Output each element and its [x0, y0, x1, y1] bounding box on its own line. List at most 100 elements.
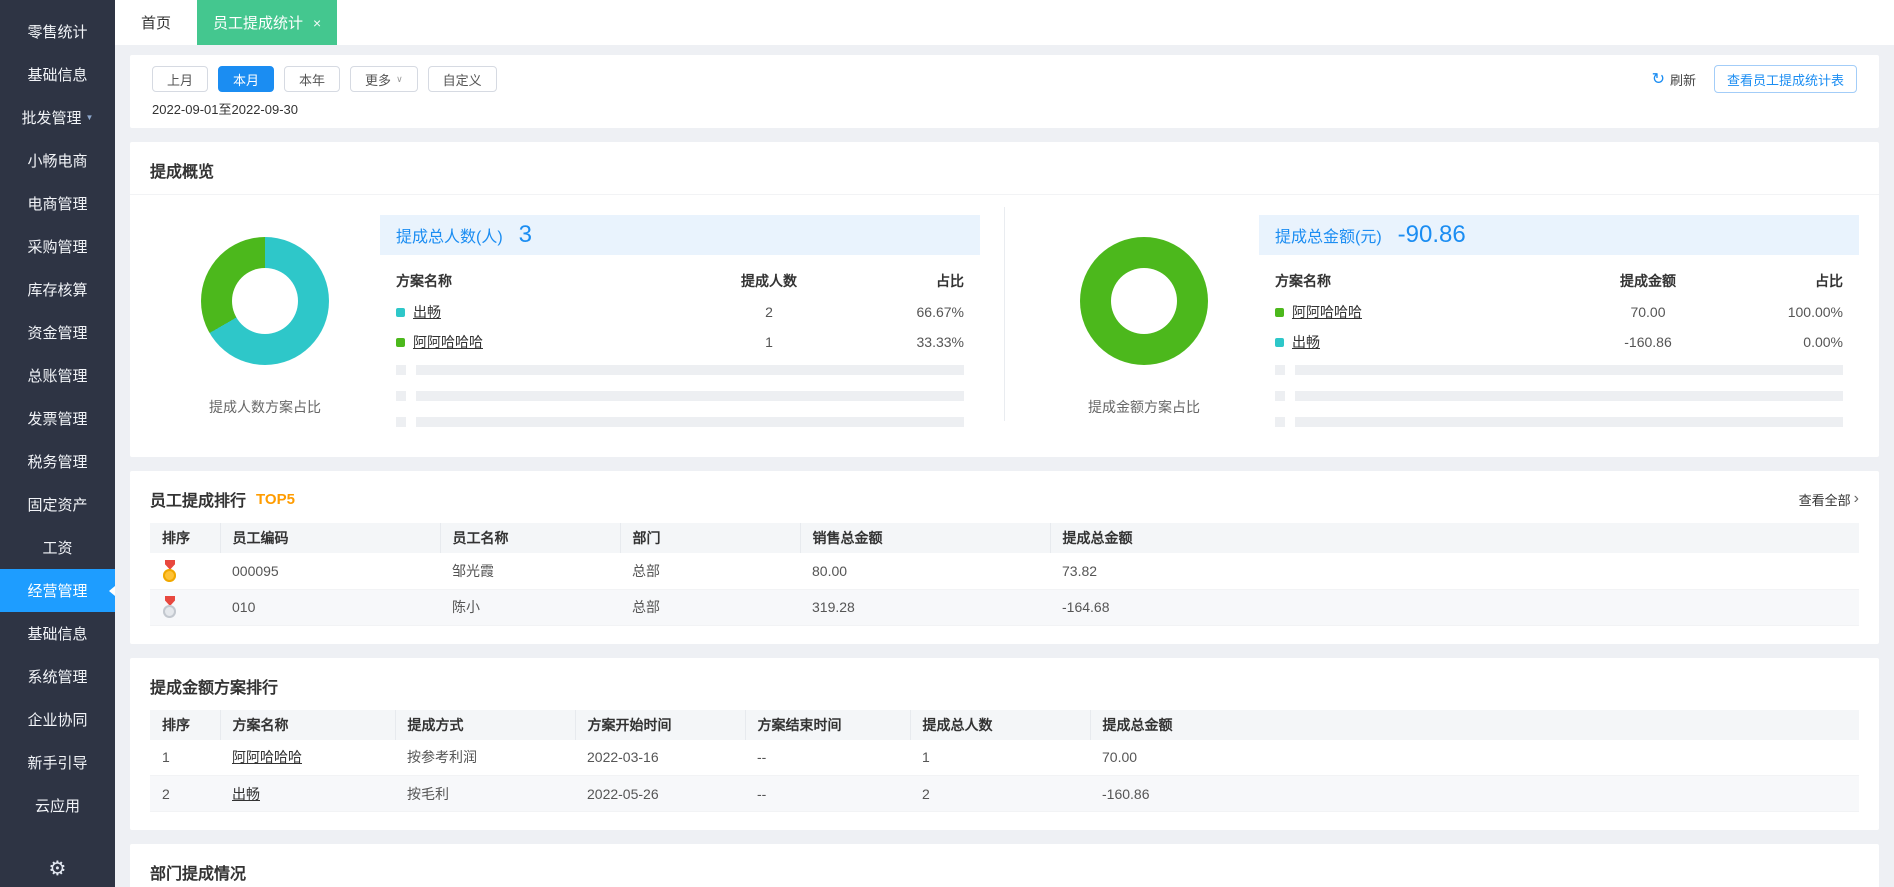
column-header: 提成总金额	[1090, 709, 1859, 740]
legend-row: 出畅 2 66.67%	[380, 297, 980, 327]
method-cell: 按参考利润	[395, 739, 575, 776]
sidebar-item-business-mgmt[interactable]: 经营管理	[0, 569, 115, 612]
skeleton-row	[380, 357, 980, 383]
gold-medal-icon	[162, 560, 178, 582]
column-header: 提成总人数	[910, 709, 1091, 740]
column-header: 提成人数	[741, 273, 797, 289]
employee-ranking-title: 员工提成排行	[150, 493, 247, 510]
chevron-down-icon: ∨	[396, 73, 403, 84]
green-legend-dot-icon	[396, 337, 405, 347]
sidebar: 零售统计 基础信息 批发管理 ▼ 小畅电商 电商管理 采购管理 库存核算 资金管…	[0, 0, 115, 887]
close-icon[interactable]: ×	[313, 14, 322, 31]
plan-ranking-card: 提成金额方案排行 排序 方案名称 提成方式 方案开始时间 方案结束时间 提成总人…	[130, 657, 1879, 830]
tab-employee-commission-stats[interactable]: 员工提成统计 ×	[197, 0, 338, 45]
skeleton-row	[1259, 409, 1859, 435]
sidebar-item-payroll[interactable]: 工资	[42, 540, 73, 557]
view-commission-table-button[interactable]: 查看员工提成统计表	[1713, 65, 1857, 93]
method-cell: 按毛利	[395, 775, 575, 812]
end-date-cell: --	[745, 775, 910, 812]
filter-custom-button[interactable]: 自定义	[427, 66, 497, 92]
plan-people-count: 1	[765, 334, 773, 350]
sidebar-item-inventory-accounting[interactable]: 库存核算	[27, 282, 88, 299]
sidebar-item-ecommerce-mgmt[interactable]: 电商管理	[27, 196, 88, 213]
people-table-header: 方案名称 提成人数 占比	[380, 271, 980, 291]
column-header: 方案名称	[1275, 273, 1331, 289]
table-row: 1 阿阿哈哈哈 按参考利润 2022-03-16 -- 1 70.00	[150, 739, 1859, 776]
people-overview: 提成人数方案占比 提成总人数(人) 3 方案名称 提成人数 占比	[150, 201, 980, 435]
sidebar-item-system-mgmt[interactable]: 系统管理	[27, 669, 88, 686]
settings-button[interactable]: ⚙	[0, 856, 115, 881]
employee-ranking-table: 排序 员工编码 员工名称 部门 销售总金额 提成总金额 000095 邹光霞	[150, 523, 1859, 626]
plan-link[interactable]: 阿阿哈哈哈	[1292, 304, 1362, 320]
people-donut-chart	[201, 237, 329, 365]
view-all-link[interactable]: 查看全部 ›	[1799, 490, 1859, 509]
filter-more-button[interactable]: 更多 ∨	[350, 66, 418, 92]
sidebar-item-tax-mgmt[interactable]: 税务管理	[27, 454, 88, 471]
plan-name-cell: 阿阿哈哈哈	[220, 739, 395, 776]
rank-cell	[150, 589, 220, 626]
column-header: 排序	[150, 523, 221, 553]
plan-amount: -160.86	[1624, 334, 1672, 350]
refresh-label: 刷新	[1669, 72, 1696, 88]
start-date-cell: 2022-03-16	[575, 739, 745, 776]
filter-more-label: 更多	[365, 72, 392, 88]
column-header: 占比	[936, 273, 964, 289]
plan-link[interactable]: 阿阿哈哈哈	[413, 334, 483, 350]
people-donut-label: 提成人数方案占比	[209, 399, 321, 415]
sidebar-item-general-ledger[interactable]: 总账管理	[27, 368, 88, 385]
column-header: 方案名称	[396, 273, 452, 289]
sidebar-item-enterprise-collab[interactable]: 企业协同	[27, 712, 88, 729]
employee-name-cell: 邹光霞	[440, 553, 620, 590]
view-all-label: 查看全部	[1798, 492, 1851, 508]
date-range-text: 2022-09-01至2022-09-30	[152, 102, 298, 117]
sidebar-item-xiaochang-ecommerce[interactable]: 小畅电商	[27, 153, 88, 170]
sidebar-item-funds-mgmt[interactable]: 资金管理	[27, 325, 88, 342]
column-header: 方案开始时间	[575, 709, 746, 740]
plan-ranking-title: 提成金额方案排行	[150, 679, 279, 697]
rank-cell: 1	[150, 739, 220, 776]
gear-icon: ⚙	[48, 858, 67, 880]
commission-total-cell: -164.68	[1050, 589, 1859, 626]
end-date-cell: --	[745, 739, 910, 776]
plan-link[interactable]: 阿阿哈哈哈	[232, 749, 302, 766]
plan-ranking-table: 排序 方案名称 提成方式 方案开始时间 方案结束时间 提成总人数 提成总金额 1	[150, 709, 1859, 812]
plan-link[interactable]: 出畅	[1292, 334, 1320, 350]
filter-this-year-button[interactable]: 本年	[284, 66, 341, 92]
sidebar-item-basic-info-2[interactable]: 基础信息	[27, 626, 88, 643]
sidebar-item-cloud-apps[interactable]: 云应用	[34, 798, 80, 815]
department-cell: 总部	[620, 553, 800, 590]
chevron-right-icon: ›	[1853, 490, 1859, 507]
tab-label: 员工提成统计	[213, 15, 304, 32]
sidebar-item-beginner-guide[interactable]: 新手引导	[27, 755, 88, 772]
plan-link[interactable]: 出畅	[413, 304, 441, 320]
legend-row: 阿阿哈哈哈 70.00 100.00%	[1259, 297, 1859, 327]
people-total-label: 提成总人数(人)	[396, 229, 503, 246]
plan-link[interactable]: 出畅	[232, 785, 260, 802]
sidebar-item-invoice-mgmt[interactable]: 发票管理	[27, 411, 88, 428]
page-content: 上月 本月 本年 更多 ∨ 自定义 ↻ 刷新 查看员工提成统计表 2022-09…	[115, 45, 1894, 887]
filter-this-month-button[interactable]: 本月	[218, 66, 275, 92]
column-header: 提成金额	[1620, 273, 1676, 289]
filter-last-month-button[interactable]: 上月	[152, 66, 209, 92]
amount-cell: -160.86	[1090, 775, 1859, 812]
table-header-row: 排序 方案名称 提成方式 方案开始时间 方案结束时间 提成总人数 提成总金额	[150, 709, 1859, 740]
sales-total-cell: 319.28	[800, 589, 1050, 626]
chevron-down-icon: ▼	[85, 113, 94, 122]
employee-name-cell: 陈小	[440, 589, 620, 626]
vertical-divider	[1004, 207, 1005, 421]
employee-code-cell: 000095	[220, 553, 440, 590]
sidebar-item-basic-info[interactable]: 基础信息	[27, 67, 88, 84]
legend-row: 出畅 -160.86 0.00%	[1259, 327, 1859, 357]
sidebar-item-purchase-mgmt[interactable]: 采购管理	[27, 239, 88, 256]
employee-code-cell: 010	[220, 589, 440, 626]
sidebar-item-fixed-assets[interactable]: 固定资产	[27, 497, 88, 514]
column-header: 占比	[1815, 273, 1843, 289]
sidebar-item-retail-stats[interactable]: 零售统计	[27, 24, 88, 41]
amount-donut-chart	[1080, 237, 1208, 365]
tab-home[interactable]: 首页	[141, 15, 172, 32]
refresh-button[interactable]: ↻ 刷新	[1652, 69, 1696, 89]
sidebar-item-wholesale-mgmt[interactable]: 批发管理 ▼	[0, 96, 115, 139]
plan-amount: 70.00	[1630, 304, 1666, 320]
start-date-cell: 2022-05-26	[575, 775, 745, 812]
column-header: 部门	[620, 523, 801, 553]
